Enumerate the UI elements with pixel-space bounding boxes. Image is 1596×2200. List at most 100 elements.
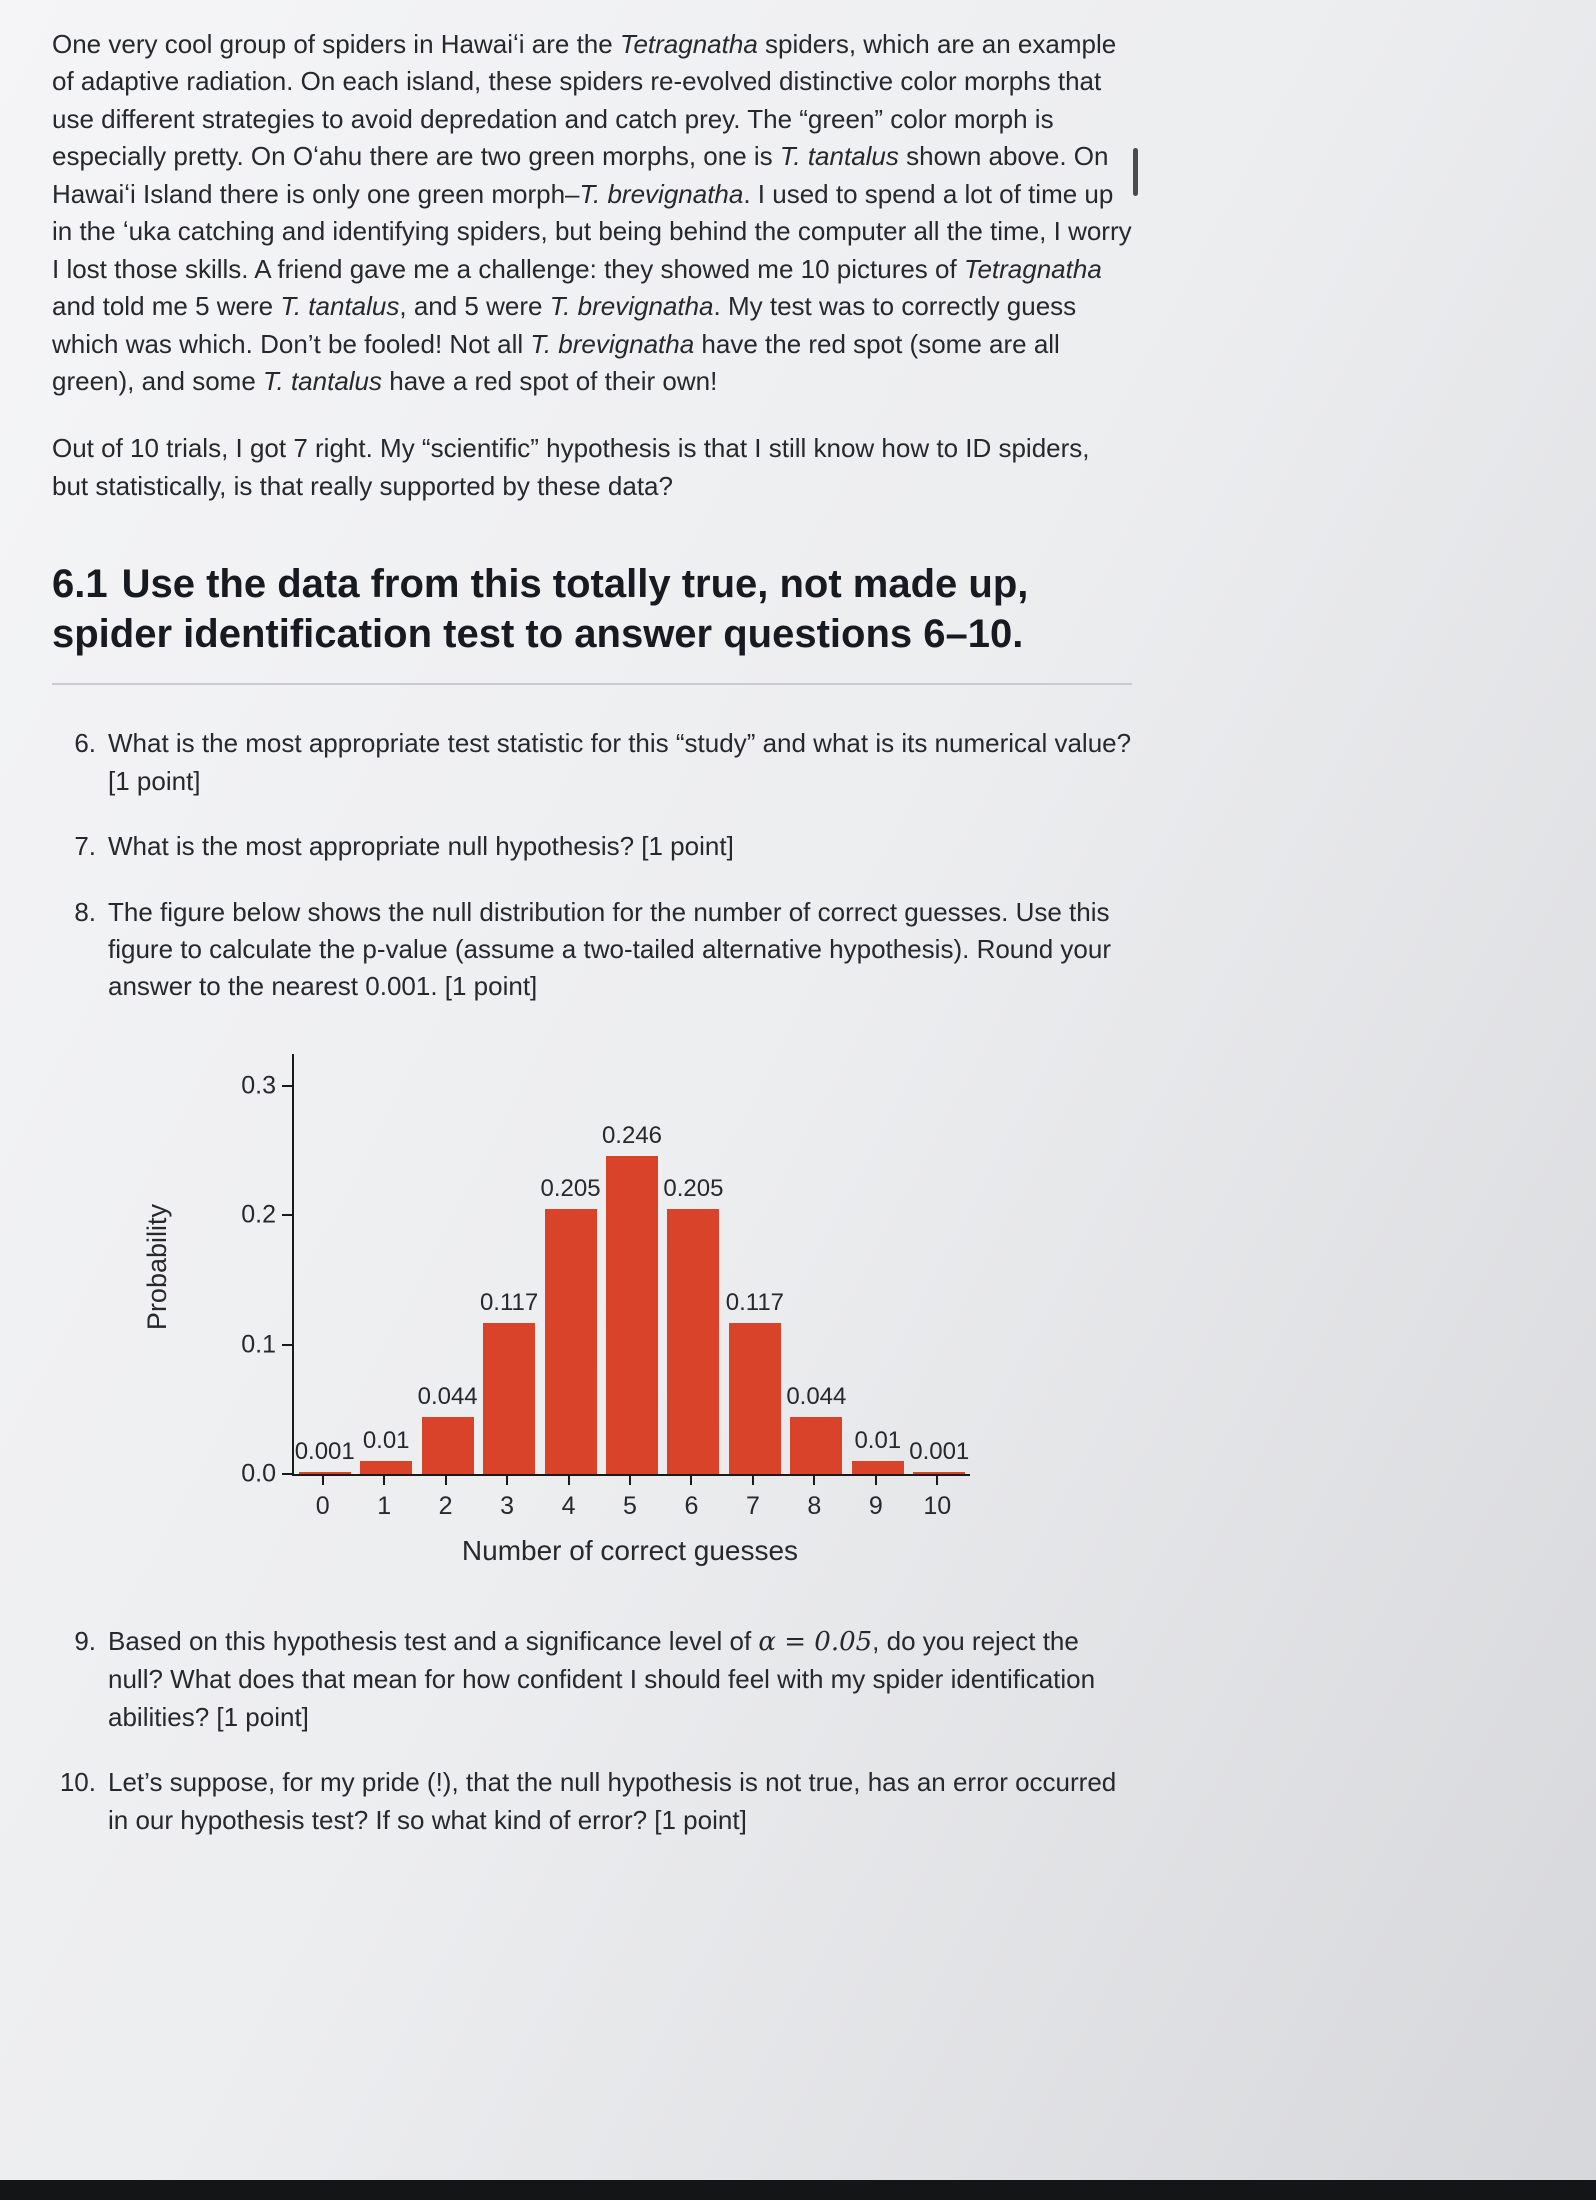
x-tick-cell: 7 [722,1475,783,1521]
bar-value-label: 0.205 [663,1174,724,1202]
question-number: 8. [74,896,96,927]
bar-slot: 0.246 [601,1122,662,1474]
x-tick-cell: 0 [292,1475,353,1521]
x-tick-cell: 8 [784,1475,845,1521]
question-text: Let’s suppose, for my pride (!), that th… [108,1764,1132,1839]
intro-paragraph-2: Out of 10 trials, I got 7 right. My “sci… [52,433,1090,501]
text-segment: The figure below shows the null distribu… [108,896,1111,1002]
x-tick-mark [628,1475,631,1485]
text-segment: What is the most appropriate test statis… [108,728,1132,796]
y-tick-label: 0.0 [241,1459,276,1488]
x-tick-cell: 1 [353,1475,414,1521]
x-tick-label: 0 [315,1491,330,1520]
x-tick-mark [813,1475,816,1485]
bar-slot: 0.001 [294,1438,355,1474]
bar-value-label: 0.044 [417,1383,478,1411]
screen-edge-strip [0,2180,1596,2200]
styled-text-segment: Tetragnatha [619,29,758,59]
y-tick-mark [282,1343,292,1346]
x-tick-mark [444,1475,447,1485]
bar-slot: 0.01 [847,1427,908,1474]
x-tick-label: 8 [807,1491,822,1520]
bar-value-label: 0.044 [786,1383,847,1411]
section-number: 6.1 [52,562,108,607]
null-distribution-chart: Probability 0.001 0.01 0.044 0.117 0.205 0.24… [140,1053,1000,1567]
text-segment: Based on this hypothesis test and a sign… [108,1625,759,1656]
question-item-9: 9. Based on this hypothesis test and a s… [52,1623,1132,1736]
bar-slot: 0.117 [724,1289,785,1474]
x-tick-mark [567,1475,570,1485]
text-segment: spiders, which are an example of adaptiv… [52,29,1117,172]
question-item-10: 10. Let’s suppose, for my pride (!), tha… [52,1764,1132,1839]
bar-slot: 0.205 [540,1175,601,1474]
text-segment: have the red spot (some are all green), … [52,328,1060,396]
styled-text-segment: Tetragnatha [963,253,1102,284]
x-tick-mark [383,1475,386,1485]
text-segment: , do you reject the null? What does that… [108,1625,1096,1732]
styled-text-segment: T. brevignatha [549,291,714,322]
bar [421,1417,474,1474]
bar-value-label: 0.01 [854,1426,902,1454]
question-item-8: 8. The figure below shows the null distr… [52,894,1132,1006]
bar-slot: 0.117 [478,1289,539,1474]
y-tick-mark [282,1085,292,1088]
bar-value-label: 0.117 [725,1288,785,1316]
bar [667,1208,720,1474]
question-number: 10. [59,1767,96,1798]
bar [483,1322,536,1474]
styled-text-segment: T. tantalus [280,291,400,322]
question-item-6: 6. What is the most appropriate test sta… [52,725,1132,800]
text-segment: , and 5 were [399,291,550,322]
bar-value-label: 0.205 [540,1174,601,1202]
x-tick-label: 2 [438,1491,453,1520]
text-segment: Let’s suppose, for my pride (!), that th… [108,1767,1117,1835]
bar-value-label: 0.01 [362,1426,410,1454]
bar [544,1208,597,1474]
y-tick-label: 0.2 [241,1200,276,1229]
question-text: What is the most appropriate null hypoth… [108,828,734,865]
x-tick-cell: 6 [661,1475,722,1521]
x-tick-cell: 4 [538,1475,599,1521]
bar [790,1417,843,1474]
question-number: 7. [74,831,96,862]
bar [728,1322,781,1474]
question-text: Based on this hypothesis test and a sign… [108,1623,1132,1736]
scrollbar-thumb[interactable] [1133,148,1138,196]
chart-plot: 0.001 0.01 0.044 0.117 0.205 0.246 0.205 0.117 0… [241,1053,970,1487]
text-segment: . My test was to correctly guess which w… [52,291,1077,359]
bar [913,1472,966,1474]
x-tick-mark [936,1475,939,1485]
questions-list: 6. What is the most appropriate test sta… [52,725,1132,1839]
intro-paragraph-1: One very cool group of spiders in Hawaiʻ… [52,26,1132,400]
bar-value-label: 0.001 [294,1438,355,1466]
bar [360,1460,413,1474]
text-segment: have a red spot of their own! [382,365,718,396]
bar-value-label: 0.117 [479,1288,539,1316]
x-tick-mark [751,1475,754,1485]
bar [851,1460,904,1474]
x-tick-label: 6 [684,1491,699,1520]
styled-text-segment: α = 0.05 [758,1626,873,1657]
section-divider [52,683,1132,686]
question-number: 9. [74,1625,96,1656]
x-tick-mark [874,1475,877,1485]
bar-slot: 0.01 [355,1427,416,1474]
x-tick-label: 7 [745,1491,760,1520]
bar-slot: 0.001 [909,1438,970,1474]
bar [605,1155,658,1474]
x-tick-cell: 2 [415,1475,476,1521]
y-tick-label: 0.3 [241,1071,276,1100]
question-text: The figure below shows the null distribu… [108,894,1132,1006]
x-tick-label: 1 [377,1491,392,1520]
x-tick-mark [321,1475,324,1485]
text-segment: shown above. On Hawaiʻi Island there is … [52,141,1109,209]
section-title: Use the data from this totally true, not… [52,562,1029,657]
bar-value-label: 0.001 [909,1438,970,1466]
x-tick-label: 5 [623,1491,637,1520]
styled-text-segment: T. tantalus [263,365,383,396]
y-tick-mark [282,1214,292,1217]
x-tick-label: 3 [500,1491,515,1520]
document-content: One very cool group of spiders in Hawaiʻ… [52,26,1132,1839]
styled-text-segment: T. brevignatha [530,328,695,359]
